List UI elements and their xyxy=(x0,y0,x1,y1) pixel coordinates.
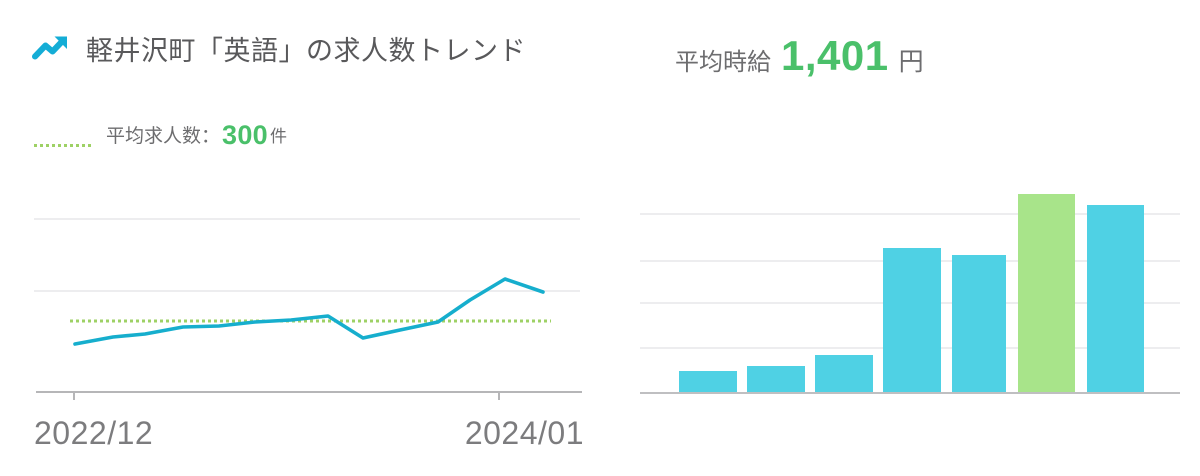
hourly-wage-bar-chart xyxy=(640,194,1180,394)
wage-unit: 円 xyxy=(898,48,924,76)
dotted-line-swatch xyxy=(34,134,92,147)
wage-value: 1,401 xyxy=(781,32,889,79)
axis-label-start: 2022/12 xyxy=(34,415,154,451)
bar xyxy=(679,371,737,393)
job-count-trend-line xyxy=(73,277,545,346)
bar xyxy=(883,248,941,393)
wage-label: 平均時給 xyxy=(675,49,771,76)
average-legend-label: 平均求人数： xyxy=(106,126,221,147)
line-chart-axis-labels: 2022/12 2024/01 xyxy=(34,415,584,452)
trending-up-icon xyxy=(32,28,72,68)
bar xyxy=(952,255,1006,393)
bar xyxy=(747,366,805,393)
job-count-line-chart xyxy=(34,218,582,400)
trend-header: 軽井沢町「英語」の求人数トレンド xyxy=(32,28,526,68)
bar xyxy=(815,355,873,393)
average-legend-value: 300 xyxy=(222,120,268,150)
average-legend-unit: 件 xyxy=(269,127,287,146)
average-legend: 平均求人数：300 件 xyxy=(34,120,287,151)
bar-highlight xyxy=(1018,194,1075,393)
page-title: 軽井沢町「英語」の求人数トレンド xyxy=(86,35,526,66)
average-legend-text: 平均求人数：300 件 xyxy=(106,120,287,151)
job-trend-panel: 軽井沢町「英語」の求人数トレンド 平均求人数：300 件 20 xyxy=(32,28,584,452)
bar xyxy=(1087,205,1144,393)
wage-header: 平均時給 1,401 円 xyxy=(675,32,924,80)
hourly-wage-panel: 平均時給 1,401 円 ～1,079円 1,474円～ xyxy=(620,0,1200,476)
axis-label-end: 2024/01 xyxy=(464,415,584,451)
